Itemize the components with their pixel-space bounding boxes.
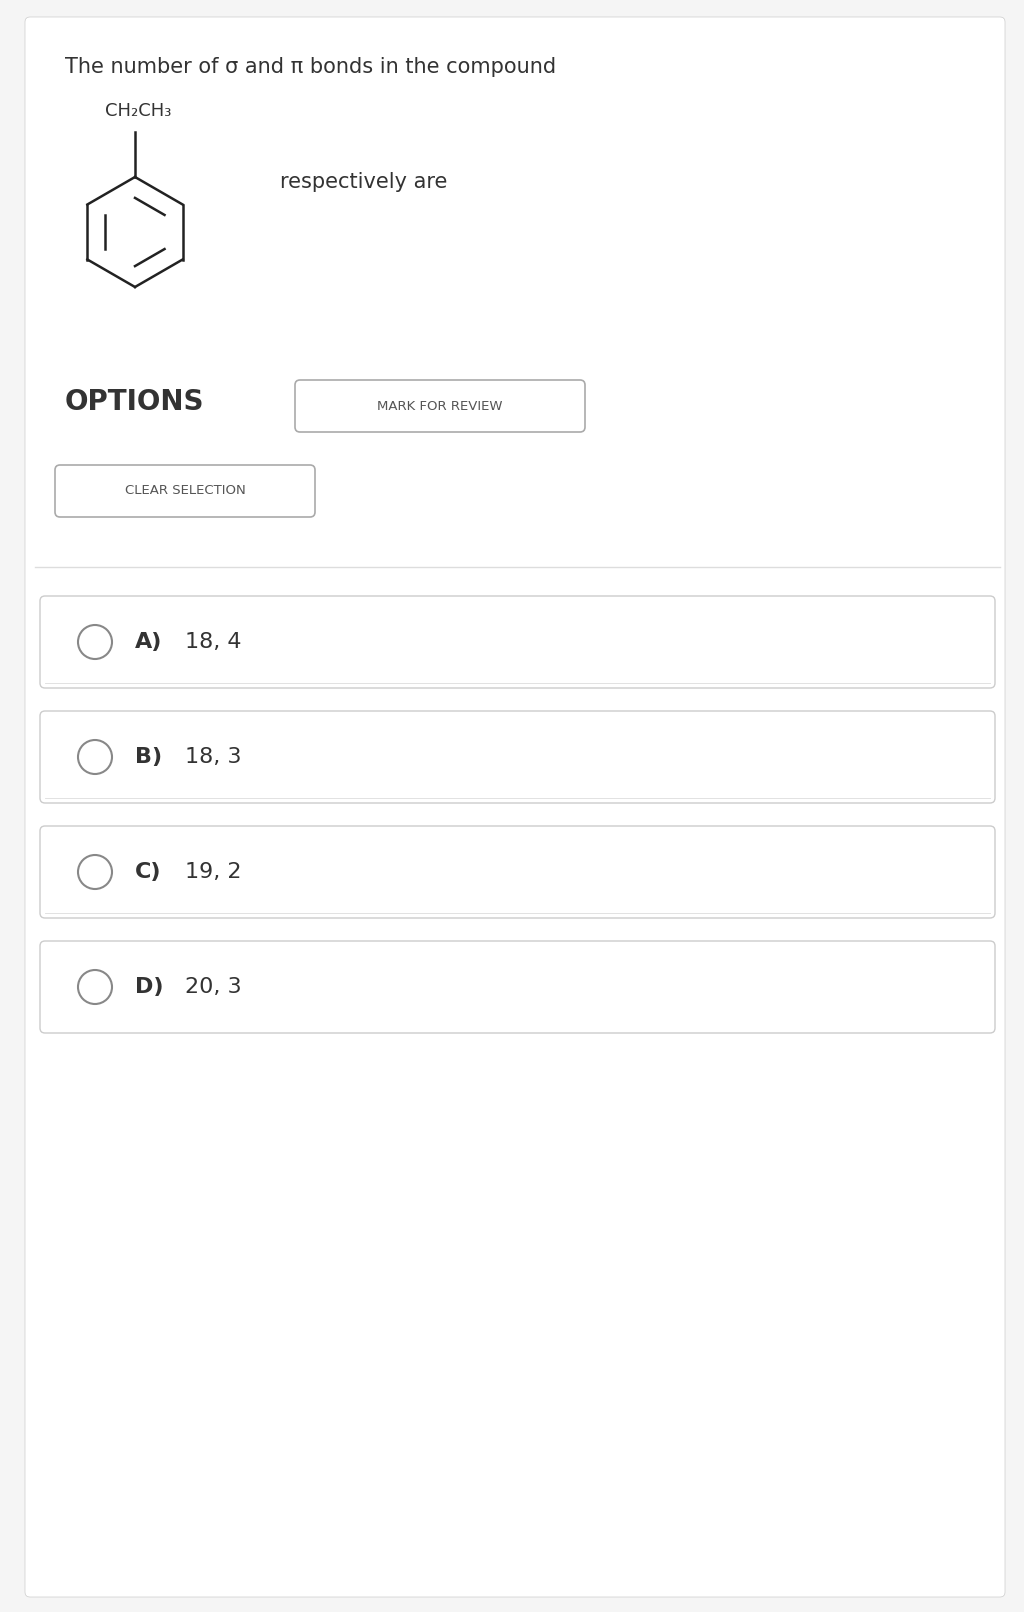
Text: 19, 2: 19, 2 [185,862,242,882]
Circle shape [78,854,112,888]
FancyBboxPatch shape [40,825,995,917]
Text: B): B) [135,746,162,767]
Circle shape [78,970,112,1004]
Text: MARK FOR REVIEW: MARK FOR REVIEW [377,400,503,413]
FancyBboxPatch shape [40,711,995,803]
Text: D): D) [135,977,164,996]
Text: 20, 3: 20, 3 [185,977,242,996]
Circle shape [78,740,112,774]
FancyBboxPatch shape [40,941,995,1033]
Text: CH₂CH₃: CH₂CH₃ [105,102,171,119]
FancyBboxPatch shape [25,18,1005,1597]
Text: The number of σ and π bonds in the compound: The number of σ and π bonds in the compo… [65,56,556,77]
FancyBboxPatch shape [295,380,585,432]
Text: CLEAR SELECTION: CLEAR SELECTION [125,485,246,498]
FancyBboxPatch shape [55,464,315,517]
Text: OPTIONS: OPTIONS [65,388,205,416]
FancyBboxPatch shape [40,596,995,688]
Text: respectively are: respectively are [280,172,447,192]
Circle shape [78,625,112,659]
Text: 18, 4: 18, 4 [185,632,242,651]
Text: C): C) [135,862,162,882]
Text: A): A) [135,632,163,651]
Text: 18, 3: 18, 3 [185,746,242,767]
